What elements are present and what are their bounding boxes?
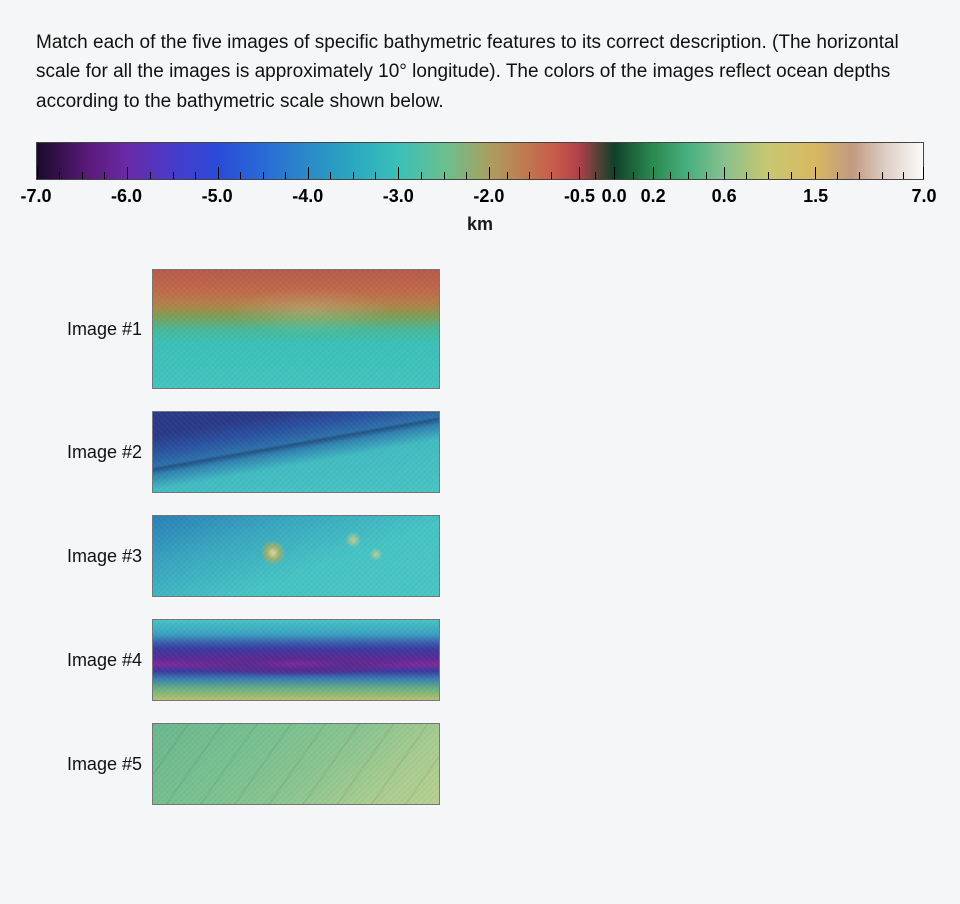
bathymetric-image[interactable] — [152, 269, 440, 389]
scale-tick-minor — [421, 172, 422, 179]
scale-tick-minor — [859, 172, 860, 179]
scale-tick-minor — [353, 172, 354, 179]
image-label: Image #5 — [36, 754, 146, 775]
scale-tick-label: -3.0 — [383, 186, 414, 207]
bathymetric-image[interactable] — [152, 411, 440, 493]
scale-tick-label: -7.0 — [20, 186, 51, 207]
image-row: Image #1 — [36, 269, 924, 389]
scale-ticks — [37, 143, 923, 179]
scale-tick-minor — [903, 172, 904, 179]
scale-tick-minor — [195, 172, 196, 179]
image-label: Image #4 — [36, 650, 146, 671]
bathymetric-image[interactable] — [152, 723, 440, 805]
scale-tick-major — [614, 167, 615, 179]
scale-tick-minor — [263, 172, 264, 179]
scale-tick-label: -2.0 — [473, 186, 504, 207]
scale-tick-minor — [82, 172, 83, 179]
question-text: Match each of the five images of specifi… — [36, 28, 924, 116]
bathymetric-scale: -7.0-6.0-5.0-4.0-3.0-2.0-0.50.00.20.61.5… — [36, 142, 924, 235]
scale-tick-major — [127, 167, 128, 179]
scale-tick-label: 0.0 — [602, 186, 627, 207]
scale-tick-minor — [688, 172, 689, 179]
scale-tick-minor — [240, 172, 241, 179]
scale-tick-label: -6.0 — [111, 186, 142, 207]
scale-tick-label: 1.5 — [803, 186, 828, 207]
scale-tick-minor — [551, 172, 552, 179]
scale-tick-minor — [670, 172, 671, 179]
scale-tick-major — [579, 167, 580, 179]
scale-tick-major — [923, 167, 924, 179]
scale-tick-label: 0.6 — [712, 186, 737, 207]
image-label: Image #2 — [36, 442, 146, 463]
image-label: Image #1 — [36, 319, 146, 340]
image-row: Image #5 — [36, 723, 924, 805]
scale-tick-minor — [837, 172, 838, 179]
scale-tick-minor — [746, 172, 747, 179]
scale-tick-label: 0.2 — [641, 186, 666, 207]
scale-tick-major — [724, 167, 725, 179]
image-label: Image #3 — [36, 546, 146, 567]
scale-tick-minor — [768, 172, 769, 179]
scale-tick-major — [489, 167, 490, 179]
scale-tick-label: -4.0 — [292, 186, 323, 207]
scale-tick-minor — [529, 172, 530, 179]
scale-tick-minor — [507, 172, 508, 179]
images-column: Image #1 Image #2 Image #3 Image #4 Image #5 — [36, 269, 924, 805]
bathymetric-image[interactable] — [152, 619, 440, 701]
scale-tick-minor — [150, 172, 151, 179]
scale-tick-major — [218, 167, 219, 179]
scale-bar — [36, 142, 924, 180]
image-row: Image #4 — [36, 619, 924, 701]
scale-tick-minor — [633, 172, 634, 179]
image-row: Image #2 — [36, 411, 924, 493]
scale-tick-label: -0.5 — [564, 186, 595, 207]
scale-tick-major — [398, 167, 399, 179]
scale-tick-minor — [706, 172, 707, 179]
scale-labels: -7.0-6.0-5.0-4.0-3.0-2.0-0.50.00.20.61.5… — [36, 186, 924, 212]
scale-tick-minor — [59, 172, 60, 179]
scale-tick-minor — [285, 172, 286, 179]
scale-tick-major — [37, 167, 38, 179]
scale-tick-minor — [595, 172, 596, 179]
image-row: Image #3 — [36, 515, 924, 597]
scale-tick-minor — [173, 172, 174, 179]
scale-tick-label: 7.0 — [911, 186, 936, 207]
scale-tick-major — [815, 167, 816, 179]
scale-tick-minor — [104, 172, 105, 179]
scale-tick-minor — [882, 172, 883, 179]
scale-tick-minor — [375, 172, 376, 179]
bathymetric-image[interactable] — [152, 515, 440, 597]
scale-tick-label: -5.0 — [202, 186, 233, 207]
scale-tick-major — [653, 167, 654, 179]
scale-axis-title: km — [36, 214, 924, 235]
scale-tick-minor — [791, 172, 792, 179]
scale-tick-minor — [330, 172, 331, 179]
scale-tick-minor — [444, 172, 445, 179]
scale-tick-major — [308, 167, 309, 179]
scale-tick-minor — [466, 172, 467, 179]
